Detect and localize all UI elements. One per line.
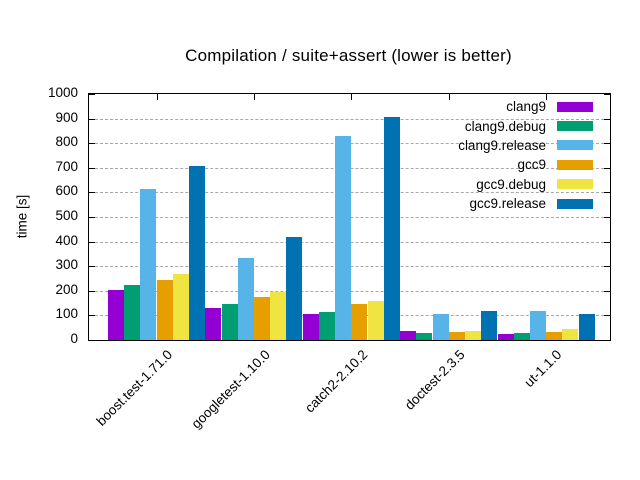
y-tick-mark bbox=[604, 290, 610, 292]
y-tick-label: 100 bbox=[55, 306, 78, 322]
y-tick-mark bbox=[604, 167, 610, 169]
bar-clang9-doctest-2.3.5 bbox=[400, 331, 417, 340]
x-tick-mark bbox=[253, 94, 255, 100]
y-tick-label: 200 bbox=[55, 281, 78, 297]
bar-gcc9.release-boost.test-1.71.0 bbox=[188, 166, 206, 340]
bar-gcc9-googletest-1.10.0 bbox=[253, 296, 271, 340]
y-tick-label: 300 bbox=[55, 257, 78, 273]
legend-label: gcc9.debug bbox=[476, 176, 546, 192]
legend-swatch bbox=[557, 198, 593, 209]
legend-label: clang9.release bbox=[458, 137, 546, 153]
legend-row-gcc9: gcc9 bbox=[458, 155, 610, 174]
bar-clang9.release-googletest-1.10.0 bbox=[237, 257, 254, 340]
legend-swatch bbox=[557, 140, 593, 151]
legend-label: gcc9.release bbox=[469, 196, 546, 212]
x-category-label: googletest-1.10.0 bbox=[188, 347, 273, 432]
x-category-label: doctest-2.3.5 bbox=[401, 347, 468, 413]
y-tick-mark bbox=[604, 241, 610, 243]
bar-gcc9.debug-googletest-1.10.0 bbox=[270, 291, 287, 340]
y-tick-mark bbox=[604, 340, 610, 341]
bar-gcc9-boost.test-1.71.0 bbox=[156, 280, 173, 340]
y-tick-mark bbox=[89, 266, 95, 268]
y-tick-label: 800 bbox=[55, 134, 78, 150]
legend-label: clang9 bbox=[506, 99, 546, 115]
bar-gcc9.debug-catch2-2.10.2 bbox=[367, 301, 384, 340]
x-tick-mark bbox=[546, 94, 548, 100]
y-tick-mark bbox=[604, 217, 610, 218]
bar-gcc9.release-googletest-1.10.0 bbox=[286, 236, 303, 340]
chart-title: Compilation / suite+assert (lower is bet… bbox=[185, 46, 512, 65]
legend-label: clang9.debug bbox=[464, 118, 546, 134]
x-category-label: catch2-2.10.2 bbox=[301, 347, 370, 416]
y-tick-mark bbox=[89, 340, 95, 341]
y-tick-mark bbox=[604, 143, 610, 145]
x-tick-mark bbox=[156, 94, 158, 100]
bar-clang9.release-ut-1.1.0 bbox=[529, 311, 547, 340]
y-tick-label: 500 bbox=[55, 208, 78, 223]
y-tick-mark bbox=[89, 192, 95, 194]
bar-clang9.release-catch2-2.10.2 bbox=[335, 136, 352, 340]
bar-clang9.debug-catch2-2.10.2 bbox=[318, 311, 336, 340]
legend-row-clang9.debug: clang9.debug bbox=[458, 116, 610, 135]
y-tick-label: 600 bbox=[55, 183, 78, 199]
bar-gcc9.release-doctest-2.3.5 bbox=[481, 310, 498, 340]
legend: clang9 clang9.debug clang9.release gcc9 gcc9… bbox=[458, 97, 610, 213]
bar-gcc9.release-ut-1.1.0 bbox=[578, 313, 595, 340]
bar-clang9.debug-googletest-1.10.0 bbox=[221, 303, 238, 340]
bar-clang9-googletest-1.10.0 bbox=[205, 308, 222, 340]
bar-clang9-ut-1.1.0 bbox=[497, 334, 514, 340]
y-tick-mark bbox=[604, 118, 610, 120]
bar-clang9-boost.test-1.71.0 bbox=[107, 289, 125, 340]
legend-swatch bbox=[557, 121, 593, 132]
y-tick-mark bbox=[89, 290, 95, 292]
bar-clang9.debug-doctest-2.3.5 bbox=[416, 332, 433, 340]
y-tick-mark bbox=[604, 192, 610, 194]
legend-row-gcc9.release: gcc9.release bbox=[458, 194, 610, 213]
bar-gcc9.debug-doctest-2.3.5 bbox=[464, 330, 482, 340]
y-tick-label: 0 bbox=[70, 331, 78, 346]
bar-clang9-catch2-2.10.2 bbox=[302, 314, 319, 340]
y-tick-mark bbox=[604, 266, 610, 268]
legend-label: gcc9 bbox=[517, 157, 546, 173]
bar-gcc9.debug-boost.test-1.71.0 bbox=[172, 274, 189, 340]
bar-clang9.debug-boost.test-1.71.0 bbox=[124, 284, 141, 340]
y-tick-mark bbox=[604, 315, 610, 317]
y-tick-mark bbox=[89, 315, 95, 317]
y-tick-mark bbox=[89, 167, 95, 169]
x-category-label: boost.test-1.71.0 bbox=[93, 347, 176, 429]
y-tick-mark bbox=[604, 94, 610, 95]
bar-clang9.release-doctest-2.3.5 bbox=[432, 314, 449, 340]
x-category-label: ut-1.1.0 bbox=[521, 347, 565, 390]
legend-row-clang9.release: clang9.release bbox=[458, 136, 610, 155]
gridline-900 bbox=[90, 118, 609, 120]
plot-area: clang9 clang9.debug clang9.release gcc9 gcc9… bbox=[88, 93, 611, 341]
y-tick-label: 1000 bbox=[47, 85, 78, 100]
legend-row-clang9: clang9 bbox=[458, 97, 610, 116]
legend-swatch bbox=[557, 179, 593, 190]
bar-gcc9.debug-ut-1.1.0 bbox=[562, 329, 579, 340]
y-tick-label: 900 bbox=[55, 109, 78, 125]
y-tick-mark bbox=[89, 143, 95, 145]
x-tick-mark bbox=[448, 94, 450, 100]
legend-swatch bbox=[557, 159, 593, 170]
bar-clang9.debug-ut-1.1.0 bbox=[513, 332, 530, 340]
legend-row-gcc9.debug: gcc9.debug bbox=[458, 175, 610, 194]
y-tick-label: 700 bbox=[55, 158, 78, 174]
bar-gcc9-doctest-2.3.5 bbox=[448, 332, 465, 340]
y-tick-mark bbox=[89, 118, 95, 120]
y-tick-mark bbox=[89, 241, 95, 243]
bar-gcc9-catch2-2.10.2 bbox=[351, 304, 368, 340]
legend-swatch bbox=[557, 101, 593, 112]
y-tick-label: 400 bbox=[55, 232, 78, 248]
x-tick-mark bbox=[351, 94, 353, 100]
y-tick-mark bbox=[89, 217, 95, 218]
bar-gcc9-ut-1.1.0 bbox=[546, 332, 563, 340]
bar-clang9.release-boost.test-1.71.0 bbox=[140, 189, 157, 340]
bar-gcc9.release-catch2-2.10.2 bbox=[383, 117, 400, 340]
y-tick-mark bbox=[89, 94, 95, 95]
